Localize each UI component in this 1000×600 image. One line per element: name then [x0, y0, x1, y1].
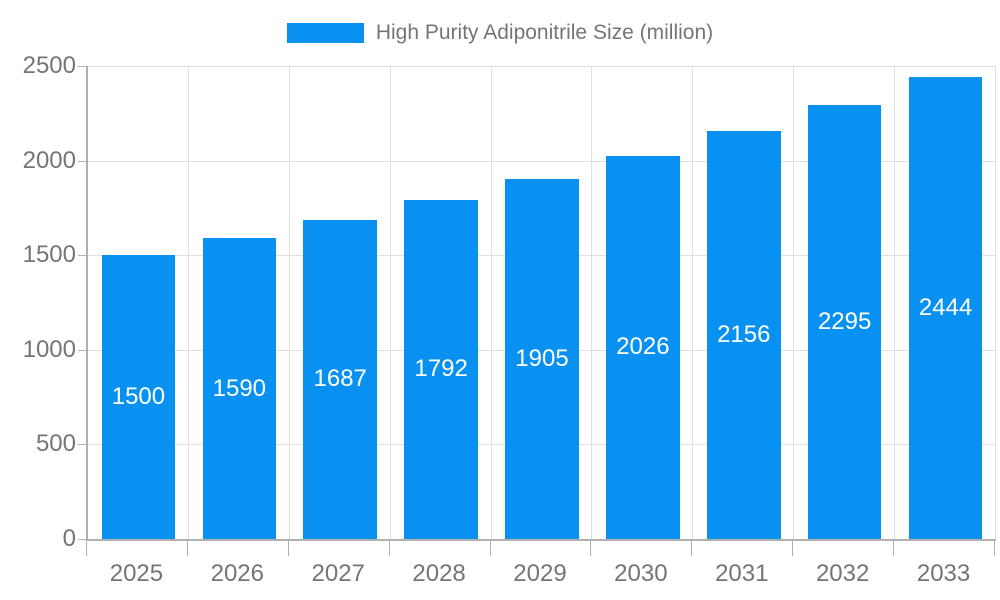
x-axis-label-2025: 2025: [109, 560, 164, 587]
y-axis-tick: [78, 349, 86, 351]
y-axis-tick: [78, 444, 86, 446]
y-axis-label-2000: 2000: [22, 146, 76, 174]
bar-2025[interactable]: 1500: [101, 255, 176, 539]
gridline-y-2000: [88, 160, 996, 162]
x-axis-label-2032: 2032: [815, 560, 870, 587]
bar-value-label: 2295: [817, 307, 872, 335]
y-axis-label-1500: 1500: [22, 241, 76, 269]
y-axis-label-0: 0: [62, 525, 76, 552]
x-axis-tick: [893, 541, 895, 556]
bar-value-label: 1500: [111, 383, 166, 411]
gridline-x-boundary: [187, 66, 189, 539]
x-axis-tick: [691, 541, 693, 556]
x-axis-label-2033: 2033: [916, 560, 971, 587]
bar-value-label: 2444: [918, 293, 973, 321]
x-axis-tick: [792, 541, 794, 556]
bar-value-label: 1905: [515, 344, 569, 372]
x-axis-label-2029: 2029: [513, 560, 567, 587]
x-axis-label-2031: 2031: [715, 560, 769, 587]
y-axis-label-500: 500: [35, 430, 76, 458]
y-axis-tick: [78, 255, 86, 257]
x-axis-tick: [287, 541, 289, 556]
bar-2028[interactable]: 1792: [404, 199, 478, 539]
x-axis-tick: [86, 541, 87, 556]
bar-value-label: 1590: [212, 374, 267, 402]
gridline-x-boundary: [490, 66, 492, 539]
y-axis-label-1000: 1000: [22, 335, 76, 363]
x-axis-tick: [994, 541, 995, 556]
bar-value-label: 2156: [717, 321, 771, 349]
x-axis-tick: [186, 541, 188, 556]
gridline-y-2500: [88, 66, 996, 67]
bar-2033[interactable]: 2444: [908, 76, 983, 539]
gridline-x-boundary: [995, 66, 996, 539]
gridline-x-boundary: [389, 66, 391, 539]
bar-2026[interactable]: 1590: [202, 238, 277, 539]
x-axis-label-2030: 2030: [614, 560, 668, 587]
chart-legend[interactable]: High Purity Adiponitrile Size (million): [0, 18, 1000, 48]
x-axis-tick: [489, 541, 491, 556]
plot-area: 1500 1590 1687 1792 1905 2026 2156 2295 2444: [86, 66, 996, 541]
y-axis-tick: [78, 160, 86, 162]
bar-2032[interactable]: 2295: [807, 104, 882, 539]
x-axis-tick: [388, 541, 390, 556]
y-axis-tick: [78, 539, 86, 540]
bar-value-label: 1687: [313, 365, 367, 393]
y-axis-label-2500: 2500: [22, 52, 76, 79]
x-axis-label-2028: 2028: [412, 560, 466, 587]
x-axis-label-2027: 2027: [311, 560, 365, 587]
bar-2029[interactable]: 1905: [505, 178, 579, 539]
gridline-x-boundary: [591, 66, 593, 539]
legend-label: High Purity Adiponitrile Size (million): [375, 21, 714, 44]
x-axis-label-2026: 2026: [210, 560, 264, 587]
x-axis-tick: [590, 541, 592, 556]
bar-2027[interactable]: 1687: [303, 219, 378, 539]
bar-2030[interactable]: 2026: [606, 155, 680, 539]
gridline-x-boundary: [288, 66, 290, 539]
bar-2031[interactable]: 2156: [706, 131, 781, 539]
gridline-x-boundary: [793, 66, 795, 539]
legend-swatch-icon: [286, 23, 364, 43]
gridline-x-boundary: [894, 66, 896, 539]
bar-value-label: 1792: [414, 355, 468, 383]
bar-value-label: 2026: [616, 333, 670, 361]
gridline-x-boundary: [692, 66, 694, 539]
y-axis-tick: [78, 66, 86, 67]
